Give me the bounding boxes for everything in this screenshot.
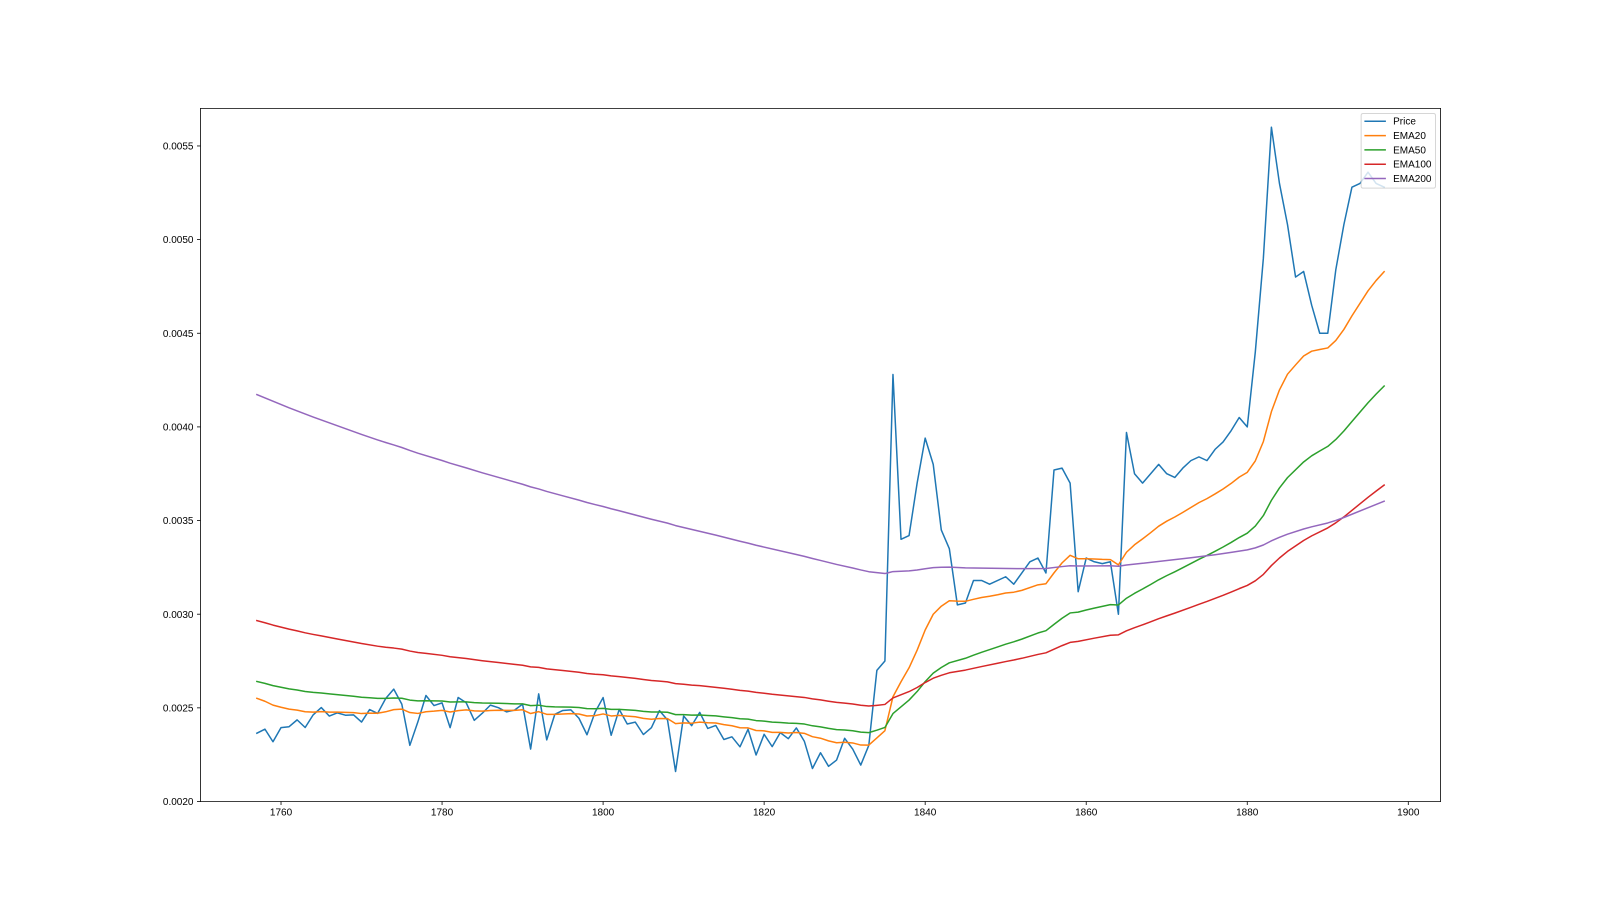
svg-text:EMA100: EMA100 bbox=[1393, 160, 1432, 171]
svg-text:0.0030: 0.0030 bbox=[163, 610, 194, 621]
svg-text:EMA50: EMA50 bbox=[1393, 145, 1426, 156]
svg-text:1860: 1860 bbox=[1075, 808, 1098, 819]
svg-text:1780: 1780 bbox=[431, 808, 454, 819]
svg-text:1900: 1900 bbox=[1397, 808, 1420, 819]
svg-text:1820: 1820 bbox=[753, 808, 776, 819]
svg-text:0.0035: 0.0035 bbox=[163, 516, 194, 527]
svg-text:0.0045: 0.0045 bbox=[163, 329, 194, 340]
svg-text:0.0020: 0.0020 bbox=[163, 797, 194, 808]
svg-text:1840: 1840 bbox=[914, 808, 937, 819]
svg-text:0.0050: 0.0050 bbox=[163, 235, 194, 246]
svg-text:0.0055: 0.0055 bbox=[163, 142, 194, 153]
svg-text:0.0025: 0.0025 bbox=[163, 703, 194, 714]
svg-text:Price: Price bbox=[1393, 117, 1416, 128]
svg-text:1880: 1880 bbox=[1236, 808, 1259, 819]
svg-text:0.0040: 0.0040 bbox=[163, 423, 194, 434]
svg-text:1760: 1760 bbox=[270, 808, 293, 819]
svg-text:EMA20: EMA20 bbox=[1393, 131, 1426, 142]
svg-text:EMA200: EMA200 bbox=[1393, 174, 1432, 185]
svg-text:1800: 1800 bbox=[592, 808, 615, 819]
